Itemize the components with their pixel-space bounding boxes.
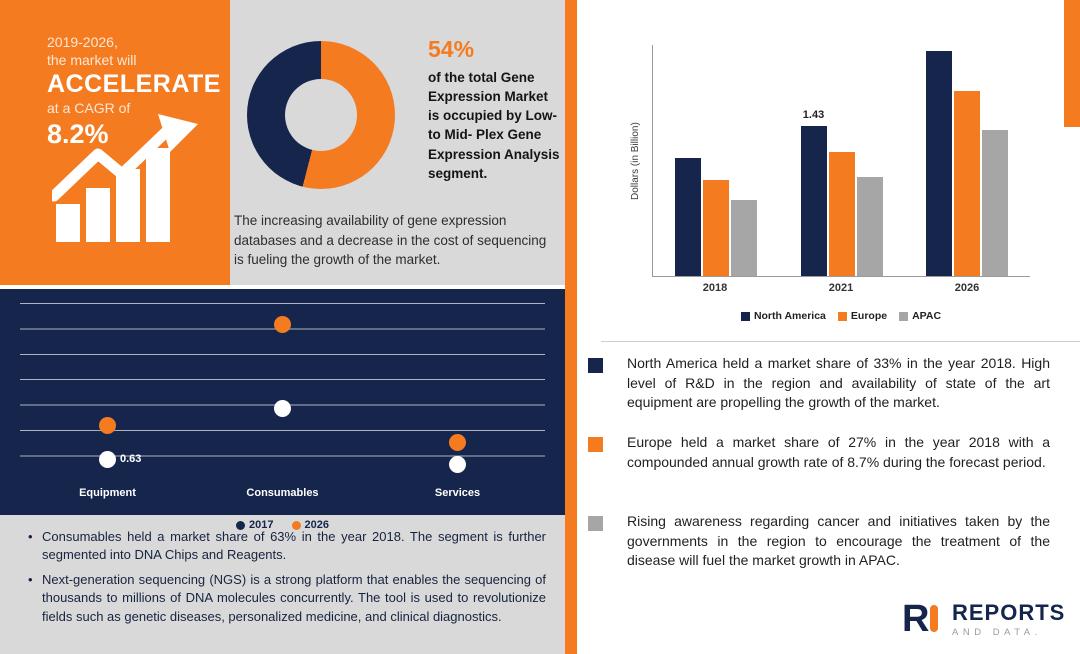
barchart-category-2026: 2026: [954, 282, 980, 294]
donut-chart-hole: [285, 79, 357, 151]
barchart-legend-apac: APAC: [899, 310, 941, 322]
top-right-orange-strip: [1064, 0, 1080, 127]
logo-letter: R: [902, 598, 930, 640]
region-bullet-europe: Europe held a market share of 27% in the…: [588, 433, 1050, 472]
divider-line-left: [0, 285, 565, 289]
intro-paragraph: The increasing availability of gene expr…: [234, 213, 547, 268]
europe-square-icon: [588, 437, 603, 452]
bar-apac-2021: [856, 177, 883, 276]
bar-north-america-2026: [926, 51, 953, 276]
region-bullet-north-america: North America held a market share of 33%…: [588, 354, 1050, 413]
barchart-plot-area: 1.43: [652, 45, 1030, 277]
dot-2026-Consumables: [274, 315, 291, 333]
europe-text: Europe held a market share of 27% in the…: [627, 434, 1050, 470]
bar-apac-2026: [982, 130, 1009, 276]
dot-2026-Services: [449, 433, 466, 451]
logo-sub-brand: AND DATA.: [952, 627, 1042, 638]
dot-2026-Equipment: [98, 417, 116, 435]
logo-brand-name: REPORTS: [952, 600, 1066, 625]
legend-dot-icon: [236, 520, 246, 530]
bar-europe-2021: [828, 152, 855, 276]
left-bullet-ngs: Next-generation sequencing (NGS) is a st…: [28, 571, 546, 626]
accelerate-label: ACCELERATE: [47, 70, 221, 99]
barchart-category-2018: 2018: [702, 282, 728, 294]
period-label: 2019-2026,: [47, 34, 118, 50]
cagr-text-block: 2019-2026, the market will ACCELERATE at…: [47, 33, 221, 150]
dotplot-chart: 0.63 Equipment Consumables Services: [0, 289, 565, 515]
horizontal-divider: [601, 341, 1080, 342]
cagr-of-label: at a CAGR of: [47, 100, 131, 117]
cagr-value: 8.2%: [47, 118, 109, 149]
bar-value-label: 1.43: [802, 108, 825, 121]
legend-square-icon: [740, 311, 750, 321]
bar-europe-2018: [702, 180, 729, 276]
left-bullet-consumables: Consumables held a market share of 63% i…: [28, 528, 546, 565]
reports-and-data-logo: R REPORTS AND DATA.: [902, 598, 1065, 640]
bar-europe-2026: [954, 91, 981, 276]
bar-north-america-2021: 1.43: [800, 109, 827, 276]
left-bullet-list: Consumables held a market share of 63% i…: [28, 528, 546, 632]
dotplot-plot-area: 0.63: [20, 303, 545, 481]
barchart-legend-north-america: North America: [740, 310, 826, 322]
dot-2017-Services: [449, 456, 466, 474]
north-america-square-icon: [588, 358, 603, 373]
logo-text-block: REPORTS AND DATA.: [952, 600, 1065, 638]
dot-2017-Equipment: 0.63: [98, 451, 141, 469]
logo-orange-bar-icon: [930, 605, 938, 632]
dotplot-category-consumables: Consumables: [246, 487, 319, 499]
dotplot-category-services: Services: [434, 487, 481, 499]
region-bullet-apac: Rising awareness regarding cancer and in…: [588, 512, 1050, 571]
dotplot-categories: Equipment Consumables Services: [20, 487, 545, 499]
legend-square-icon: [899, 311, 909, 321]
barchart-legend-europe: Europe: [837, 310, 887, 322]
donut-stat-value: 54%: [428, 36, 475, 62]
north-america-text: North America held a market share of 33%…: [627, 355, 1050, 411]
bar-group-2021: 1.43: [779, 45, 905, 276]
bar-north-america-2018: [674, 158, 701, 276]
dotplot-value-label: 0.63: [119, 453, 142, 466]
bar-apac-2018: [730, 200, 757, 276]
barchart-categories: 2018 2021 2026: [652, 282, 1030, 294]
legend-dot-icon: [291, 520, 301, 530]
dotplot-category-equipment: Equipment: [79, 487, 136, 499]
apac-text: Rising awareness regarding cancer and in…: [627, 513, 1050, 569]
dot-2017-Consumables: [274, 399, 291, 417]
cagr-highlight-box: 2019-2026, the market will ACCELERATE at…: [0, 0, 230, 285]
vertical-orange-divider: [565, 0, 577, 654]
donut-stat-description: of the total Gene Expression Market is o…: [428, 70, 560, 181]
market-will-label: the market will: [47, 52, 137, 69]
bar-group-2026: [904, 45, 1030, 276]
barchart-y-axis-label: Dollars (in Billion): [630, 122, 641, 200]
bar-group-2018: [653, 45, 779, 276]
barchart-legend: North America Europe APAC: [652, 310, 1030, 322]
logo-r-icon: R: [902, 598, 946, 640]
legend-square-icon: [837, 311, 847, 321]
apac-square-icon: [588, 516, 603, 531]
barchart-category-2021: 2021: [828, 282, 854, 294]
growth-chart-icon: [52, 114, 198, 242]
